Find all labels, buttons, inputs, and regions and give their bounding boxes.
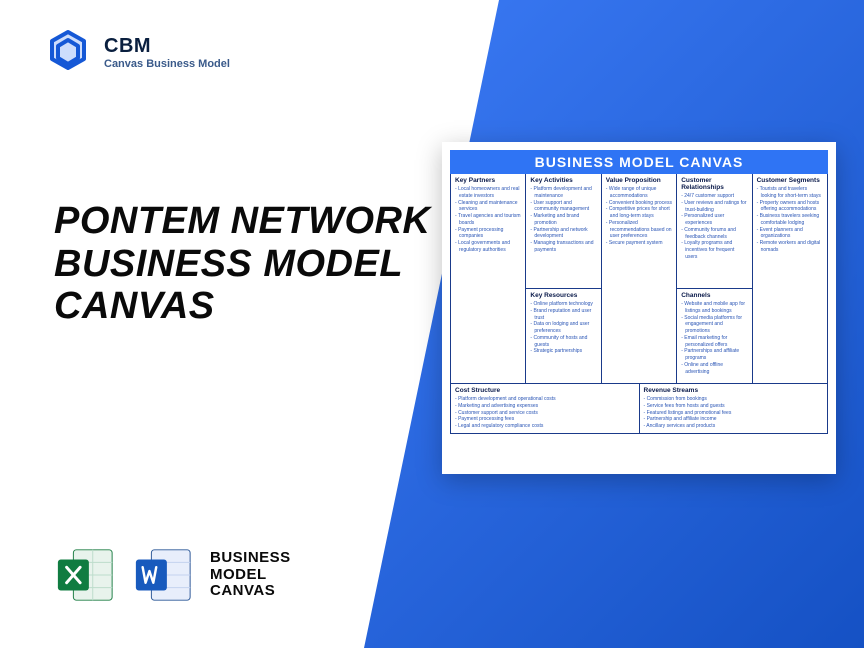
list-item: Business travelers seeking comfortable l…	[757, 213, 823, 227]
file-label: BUSINESS MODEL CANVAS	[210, 550, 291, 600]
list-item: Convenient booking process	[606, 200, 672, 207]
logo-block: CBM Canvas Business Model	[44, 28, 230, 76]
list-item: Wide range of unique accommodations	[606, 186, 672, 200]
list-item: Online and offline advertising	[681, 362, 747, 376]
cell-customer-segments: Customer Segments Tourists and travelers…	[753, 174, 828, 384]
list-item: Featured listings and promotional fees	[644, 410, 824, 417]
list-item: Loyalty programs and incentives for freq…	[681, 240, 747, 260]
canvas-title: BUSINESS MODEL CANVAS	[450, 150, 828, 174]
list-item: Data on lodging and user preferences	[530, 321, 596, 335]
list-item: Social media platforms for engagement an…	[681, 315, 747, 335]
list-item: Local homeowners and real estate investo…	[455, 186, 521, 200]
list-item: Community forums and feedback channels	[681, 227, 747, 241]
cell-revenue-streams: Revenue Streams Commission from bookings…	[640, 384, 829, 433]
list-item: User support and community management	[530, 200, 596, 214]
list-item: Community of hosts and guests	[530, 335, 596, 349]
cell-key-partners: Key Partners Local homeowners and real e…	[451, 174, 526, 384]
list-item: Email marketing for personalized offers	[681, 335, 747, 349]
cell-channels: Channels Website and mobile app for list…	[677, 289, 752, 384]
list-item: User reviews and ratings for trust-build…	[681, 200, 747, 214]
list-item: Brand reputation and user trust	[530, 308, 596, 322]
list-item: Remote workers and digital nomads	[757, 240, 823, 254]
list-item: Personalized recommendations based on us…	[606, 220, 672, 240]
list-item: Website and mobile app for listings and …	[681, 301, 747, 315]
cbm-logo-icon	[44, 28, 92, 76]
list-item: Partnership and affiliate income	[644, 416, 824, 423]
list-item: Secure payment system	[606, 240, 672, 247]
list-item: Platform development and operational cos…	[455, 396, 635, 403]
list-item: Payment processing fees	[455, 416, 635, 423]
canvas-grid-bottom: Cost Structure Platform development and …	[450, 384, 828, 434]
canvas-card: BUSINESS MODEL CANVAS Key Partners Local…	[442, 142, 836, 474]
list-item: Marketing and advertising expenses	[455, 403, 635, 410]
list-item: Event planners and organizations	[757, 227, 823, 241]
cell-key-resources: Key Resources Online platform technology…	[526, 289, 601, 384]
list-item: Customer support and service costs	[455, 410, 635, 417]
cell-cost-structure: Cost Structure Platform development and …	[451, 384, 640, 433]
list-item: Service fees from hosts and guests	[644, 403, 824, 410]
list-item: Ancillary services and products	[644, 423, 824, 430]
list-item: Commission from bookings	[644, 396, 824, 403]
list-item: Cleaning and maintenance services	[455, 200, 521, 214]
canvas-grid-top: Key Partners Local homeowners and real e…	[450, 174, 828, 384]
list-item: Partnership and network development	[530, 227, 596, 241]
page-title: PONTEM NETWORK BUSINESS MODEL CANVAS	[54, 200, 430, 328]
list-item: Local governments and regulatory authori…	[455, 240, 521, 254]
list-item: Property owners and hosts offering accom…	[757, 200, 823, 214]
cell-customer-relationships: Customer Relationships 24/7 customer sup…	[677, 174, 752, 289]
title-line-2: BUSINESS MODEL	[54, 243, 430, 286]
list-item: Competitive prices for short and long-te…	[606, 206, 672, 220]
list-item: Payment processing companies	[455, 227, 521, 241]
list-item: Personalized user experiences	[681, 213, 747, 227]
word-icon	[132, 544, 194, 606]
title-line-3: CANVAS	[54, 285, 430, 328]
list-item: 24/7 customer support	[681, 193, 747, 200]
list-item: Platform development and maintenance	[530, 186, 596, 200]
list-item: Legal and regulatory compliance costs	[455, 423, 635, 430]
cell-key-activities: Key Activities Platform development and …	[526, 174, 601, 289]
excel-icon	[54, 544, 116, 606]
list-item: Partnerships and affiliate programs	[681, 348, 747, 362]
list-item: Managing transactions and payments	[530, 240, 596, 254]
logo-subtitle: Canvas Business Model	[104, 58, 230, 70]
list-item: Marketing and brand promotion	[530, 213, 596, 227]
title-line-1: PONTEM NETWORK	[54, 200, 430, 243]
list-item: Strategic partnerships	[530, 348, 596, 355]
list-item: Tourists and travelers looking for short…	[757, 186, 823, 200]
cell-value-proposition: Value Proposition Wide range of unique a…	[602, 174, 677, 384]
logo-brand: CBM	[104, 35, 230, 58]
list-item: Online platform technology	[530, 301, 596, 308]
file-icons-row: BUSINESS MODEL CANVAS	[54, 544, 291, 606]
list-item: Travel agencies and tourism boards	[455, 213, 521, 227]
